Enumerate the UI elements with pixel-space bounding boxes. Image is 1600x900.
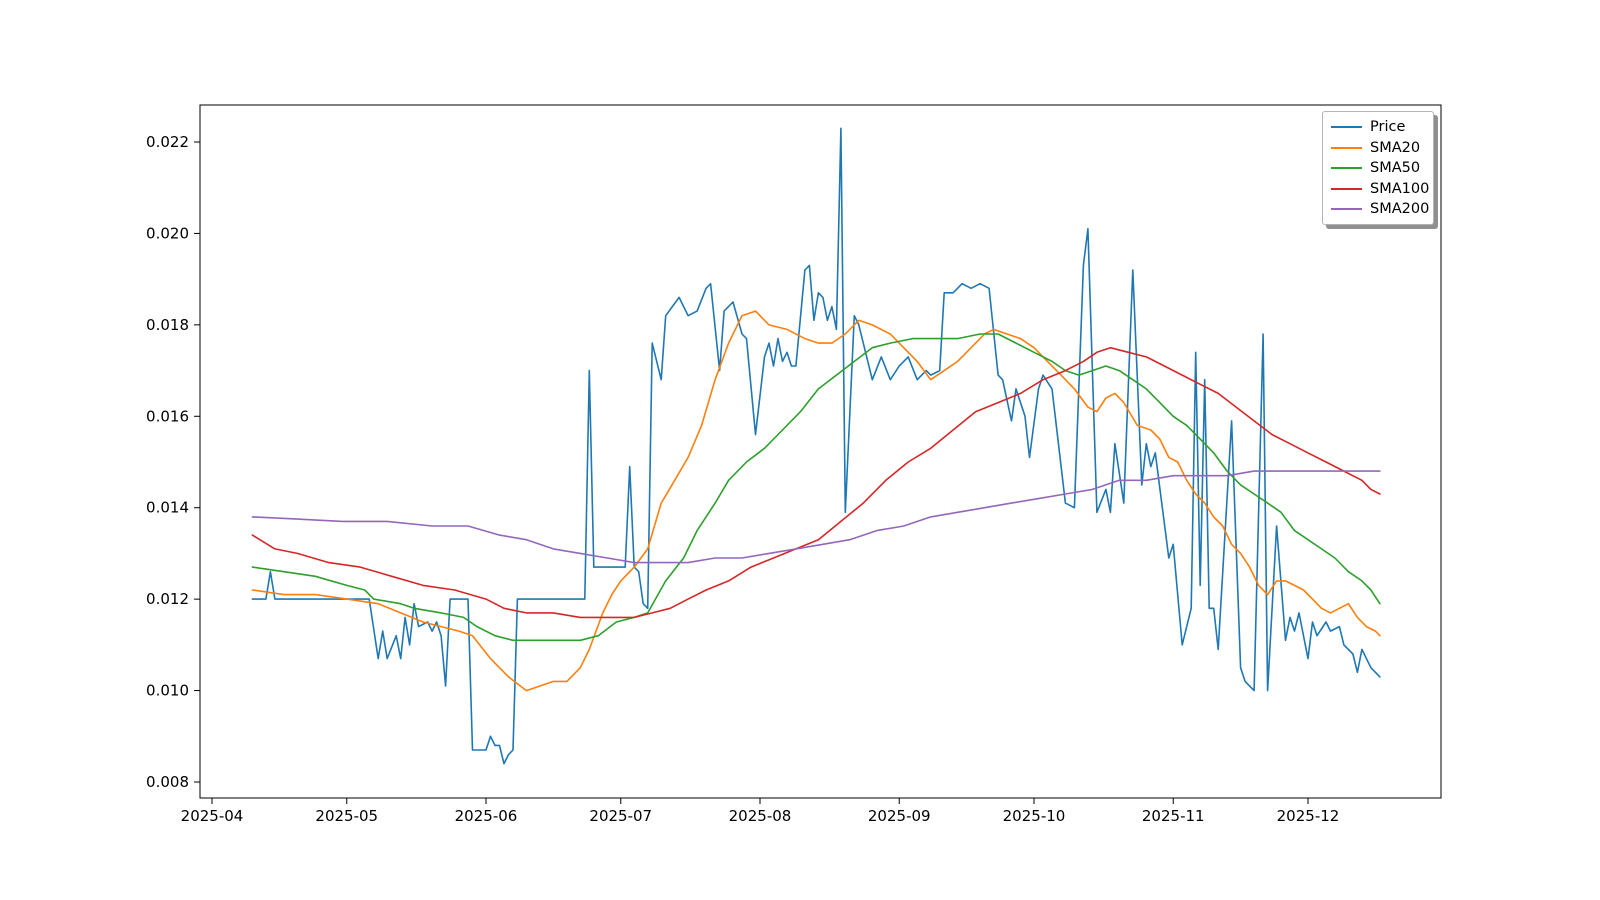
legend: Price SMA20 SMA50 SMA100 SMA200 [1322,111,1434,225]
x-tick-label: 2025-09 [868,807,931,825]
y-tick-label: 0.008 [146,773,189,791]
legend-entry-sma100: SMA100 [1323,179,1433,200]
legend-label: SMA100 [1370,180,1430,197]
x-tick-label: 2025-08 [729,807,792,825]
y-tick-label: 0.018 [146,316,189,334]
series-line-sma20 [251,310,1381,692]
series-line-price [251,127,1381,765]
y-tick-label: 0.022 [146,133,189,151]
x-tick-label: 2025-11 [1142,807,1205,825]
legend-label: SMA20 [1370,139,1421,156]
series-line-sma50 [251,333,1381,642]
legend-entry-price: Price [1323,117,1433,138]
legend-line-sample-sma50 [1331,167,1362,170]
x-tick-label: 2025-04 [181,807,244,825]
legend-line-sample-price [1331,126,1362,129]
legend-entry-sma200: SMA200 [1323,199,1433,220]
x-tick-label: 2025-12 [1277,807,1340,825]
x-tick-label: 2025-10 [1003,807,1066,825]
x-tick-label: 2025-05 [315,807,378,825]
legend-entry-sma20: SMA20 [1323,138,1433,159]
series-line-sma100 [251,346,1381,619]
legend-label: SMA200 [1370,201,1430,217]
legend-line-sample-sma200 [1331,208,1362,211]
x-tick-label: 2025-07 [589,807,652,825]
legend-line-sample-sma20 [1331,146,1362,149]
legend-label: Price [1370,119,1406,135]
axes-frame [199,104,1442,799]
legend-line-sample-sma100 [1331,187,1362,190]
legend-entry-sma50: SMA50 [1323,158,1433,179]
y-tick-label: 0.014 [146,499,189,517]
x-tick-label: 2025-06 [455,807,518,825]
y-tick-label: 0.010 [146,682,189,700]
legend-label: SMA50 [1370,160,1421,176]
series-line-sma200 [251,470,1381,564]
y-tick-label: 0.016 [146,407,189,425]
y-tick-label: 0.012 [146,590,189,608]
y-tick-label: 0.020 [146,224,189,242]
